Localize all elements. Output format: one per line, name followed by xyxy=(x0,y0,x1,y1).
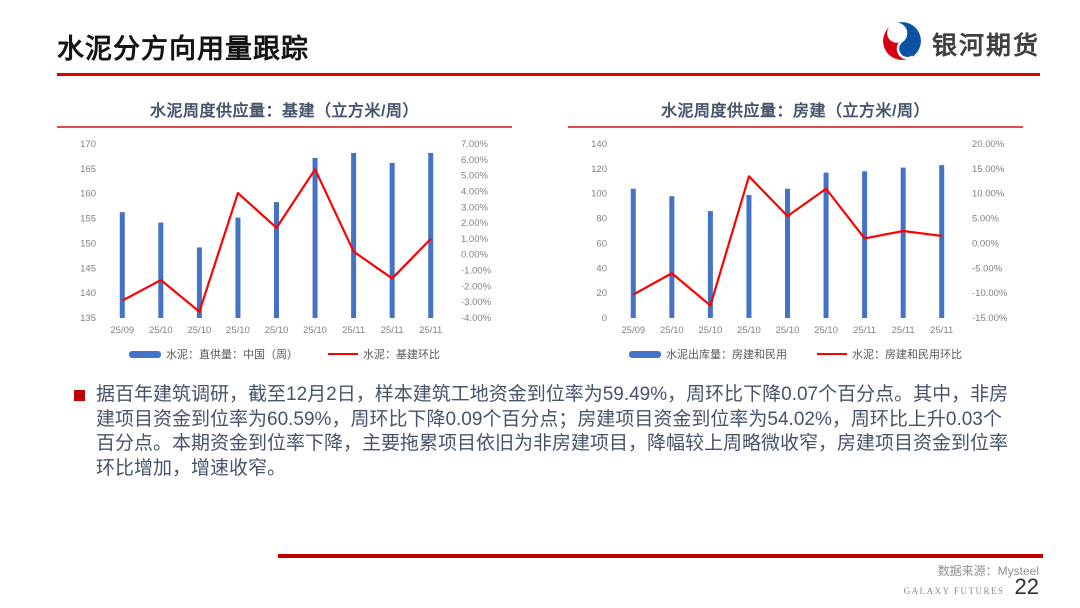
svg-text:25/11: 25/11 xyxy=(381,325,404,336)
svg-text:5.00%: 5.00% xyxy=(461,171,488,182)
svg-text:25/10: 25/10 xyxy=(698,325,722,336)
svg-text:10.00%: 10.00% xyxy=(972,189,1005,200)
chart-panel-infrastructure: 水泥周度供应量：基建（立方米/周） 135 140 145 150 155 160 165 1… xyxy=(57,97,512,362)
galaxy-futures-logo: 银河期货 xyxy=(881,20,1040,67)
svg-text:-3.00%: -3.00% xyxy=(461,297,492,308)
svg-text:2.00%: 2.00% xyxy=(461,218,488,229)
svg-text:25/09: 25/09 xyxy=(110,325,134,336)
svg-text:0.00%: 0.00% xyxy=(461,250,488,261)
chart-housing: 0 20 40 60 80 100 120 140 -15.00% -10.00% -5.00% 0.… xyxy=(591,139,1008,336)
svg-text:-5.00%: -5.00% xyxy=(972,263,1003,274)
svg-text:25/11: 25/11 xyxy=(930,325,953,336)
svg-text:25/10: 25/10 xyxy=(814,325,838,336)
svg-text:0: 0 xyxy=(602,313,607,324)
legend-item-bar: 水泥：直供量：中国（周） xyxy=(129,346,298,362)
svg-text:25/09: 25/09 xyxy=(621,325,645,336)
chart-infrastructure: 135 140 145 150 155 160 165 170 -4.00% -3.00% -2.0… xyxy=(80,139,492,336)
chart-title-rule xyxy=(57,126,512,128)
legend-item-line: 水泥：基建环比 xyxy=(328,346,440,362)
footer-brand-row: GALAXY FUTURES 22 xyxy=(904,574,1039,600)
header-rule xyxy=(57,73,1040,76)
svg-text:140: 140 xyxy=(80,288,96,299)
svg-text:80: 80 xyxy=(596,214,607,225)
svg-text:-2.00%: -2.00% xyxy=(461,281,492,292)
svg-text:-10.00%: -10.00% xyxy=(972,288,1008,299)
legend-item-line: 水泥：房建和民用环比 xyxy=(817,346,962,362)
legend-item-bar: 水泥出库量：房建和民用 xyxy=(629,346,787,362)
page-number: 22 xyxy=(1014,574,1039,599)
commentary-text: 据百年建筑调研，截至12月2日，样本建筑工地资金到位率为59.49%，周环比下降… xyxy=(96,384,1009,479)
svg-text:-1.00%: -1.00% xyxy=(461,266,492,277)
svg-text:25/10: 25/10 xyxy=(303,325,327,336)
svg-text:145: 145 xyxy=(80,263,96,274)
bullet-square-icon xyxy=(74,390,85,401)
legend-label: 水泥：房建和民用环比 xyxy=(852,349,962,361)
svg-text:25/10: 25/10 xyxy=(149,325,173,336)
svg-text:120: 120 xyxy=(591,164,607,175)
svg-text:15.00%: 15.00% xyxy=(972,164,1005,175)
svg-text:40: 40 xyxy=(596,263,607,274)
svg-text:100: 100 xyxy=(591,189,607,200)
legend-label: 水泥出库量：房建和民用 xyxy=(666,349,787,361)
svg-text:-15.00%: -15.00% xyxy=(972,313,1008,324)
charts-row: 水泥周度供应量：基建（立方米/周） 135 140 145 150 155 160 165 1… xyxy=(57,97,1023,362)
footer-rule xyxy=(278,554,1043,558)
svg-text:25/11: 25/11 xyxy=(853,325,876,336)
line-series-marker xyxy=(328,353,358,355)
line-series-marker xyxy=(817,353,847,355)
svg-text:-4.00%: -4.00% xyxy=(461,313,492,324)
data-source-label: 数据来源：Mysteel xyxy=(937,564,1039,578)
footer-brand: GALAXY FUTURES xyxy=(903,586,1005,596)
svg-text:4.00%: 4.00% xyxy=(461,186,488,197)
page-title: 水泥分方向用量跟踪 xyxy=(57,34,309,64)
svg-text:25/10: 25/10 xyxy=(265,325,289,336)
svg-text:25/11: 25/11 xyxy=(892,325,915,336)
svg-text:25/10: 25/10 xyxy=(187,325,211,336)
svg-text:7.00%: 7.00% xyxy=(461,139,488,150)
svg-text:150: 150 xyxy=(80,238,96,249)
svg-text:6.00%: 6.00% xyxy=(461,155,488,166)
svg-text:25/10: 25/10 xyxy=(226,325,250,336)
galaxy-swirl-icon xyxy=(881,20,923,67)
svg-text:140: 140 xyxy=(591,139,607,150)
svg-text:170: 170 xyxy=(80,139,96,150)
chart-title-infrastructure: 水泥周度供应量：基建（立方米/周） xyxy=(150,103,419,120)
svg-text:3.00%: 3.00% xyxy=(461,202,488,213)
svg-text:5.00%: 5.00% xyxy=(972,214,999,225)
svg-text:0.00%: 0.00% xyxy=(972,238,999,249)
svg-text:25/11: 25/11 xyxy=(419,325,442,336)
legend-label: 水泥：基建环比 xyxy=(363,349,440,361)
svg-text:20: 20 xyxy=(596,288,607,299)
svg-text:160: 160 xyxy=(80,189,96,200)
bar-series-marker xyxy=(629,350,661,358)
svg-text:20.00%: 20.00% xyxy=(972,139,1005,150)
svg-text:60: 60 xyxy=(596,238,607,249)
svg-text:165: 165 xyxy=(80,164,96,175)
chart-title-housing: 水泥周度供应量：房建（立方米/周） xyxy=(661,103,930,120)
legend-housing: 水泥出库量：房建和民用 水泥：房建和民用环比 xyxy=(568,346,1023,362)
svg-text:25/10: 25/10 xyxy=(660,325,684,336)
svg-text:25/11: 25/11 xyxy=(342,325,365,336)
svg-text:135: 135 xyxy=(80,313,96,324)
svg-text:155: 155 xyxy=(80,214,96,225)
bar-series-marker xyxy=(129,350,161,358)
chart-panel-housing: 水泥周度供应量：房建（立方米/周） 0 20 40 60 80 100 120 140 -15.… xyxy=(568,97,1023,362)
logo-text: 银河期货 xyxy=(931,31,1040,60)
legend-label: 水泥：直供量：中国（周） xyxy=(166,349,298,361)
svg-text:25/10: 25/10 xyxy=(776,325,800,336)
commentary-block: 据百年建筑调研，截至12月2日，样本建筑工地资金到位率为59.49%，周环比下降… xyxy=(74,383,1024,481)
svg-text:1.00%: 1.00% xyxy=(461,234,488,245)
legend-infrastructure: 水泥：直供量：中国（周） 水泥：基建环比 xyxy=(57,346,512,362)
svg-text:25/10: 25/10 xyxy=(737,325,761,336)
chart-title-rule xyxy=(568,126,1023,128)
